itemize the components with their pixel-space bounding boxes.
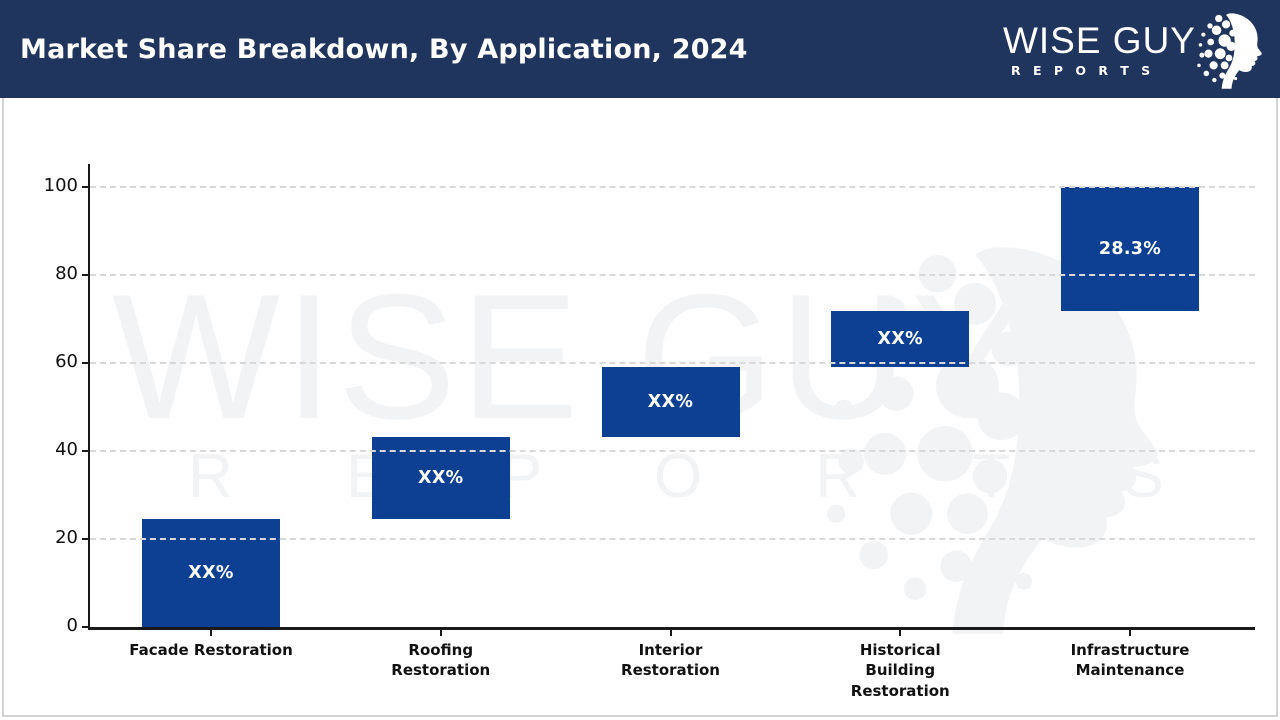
y-tick-mark	[82, 537, 90, 540]
x-tick-mark	[439, 629, 442, 636]
y-tick-label: 60	[55, 350, 78, 372]
gridline-20	[90, 537, 1255, 540]
bar-4: XX%	[831, 311, 970, 367]
y-tick-label: 0	[66, 615, 78, 636]
bar-1: XX%	[142, 519, 280, 627]
bar-value-label: XX%	[647, 391, 694, 412]
x-tick-mark	[1129, 629, 1131, 636]
y-tick-mark	[82, 185, 90, 188]
bar-3: XX%	[601, 366, 740, 437]
y-axis-line	[88, 164, 90, 629]
category-label-3: Interior Restoration	[621, 641, 720, 680]
x-tick-mark	[210, 629, 212, 636]
category-label-1: Facade Restoration	[129, 641, 293, 659]
y-tick-mark	[82, 273, 90, 276]
y-tick-label: 80	[55, 262, 78, 284]
category-label-5: Infrastructure Maintenance	[1070, 641, 1190, 680]
x-axis-line	[88, 627, 1255, 630]
category-label-4: Historical Building Restoration	[850, 641, 950, 700]
header-bar: Market Share Breakdown, By Application, …	[0, 0, 1280, 98]
x-tick-mark	[669, 629, 672, 636]
logo-face-icon	[1192, 9, 1266, 91]
bar-value-label: XX%	[188, 563, 234, 584]
y-tick-mark	[82, 361, 90, 364]
bar-5: 28.3%	[1061, 186, 1199, 312]
category-label-2: Roofing Restoration	[391, 641, 491, 680]
gridline-40	[90, 449, 1255, 452]
y-tick-label: 20	[55, 526, 78, 548]
y-tick-label: 100	[43, 174, 78, 196]
page-title: Market Share Breakdown, By Application, …	[20, 33, 748, 65]
brand-logo-text: WISE GUY R E P O R T S	[1003, 22, 1196, 78]
x-tick-mark	[899, 629, 902, 636]
y-tick-mark	[82, 449, 90, 452]
y-tick-label: 40	[55, 438, 78, 460]
bar-value-label: XX%	[877, 329, 923, 350]
logo-brand-text: WISE GUY	[1002, 20, 1196, 61]
bar-value-label: XX%	[418, 468, 464, 488]
gridline-60	[90, 361, 1255, 364]
y-tick-mark	[82, 626, 90, 628]
bar-value-label: 28.3%	[1098, 239, 1162, 260]
logo-sub-text: R E P O R T S	[1010, 63, 1155, 78]
gridline-100	[90, 185, 1255, 188]
gridline-80	[90, 273, 1255, 276]
brand-logo: WISE GUY R E P O R T S	[1003, 8, 1266, 92]
